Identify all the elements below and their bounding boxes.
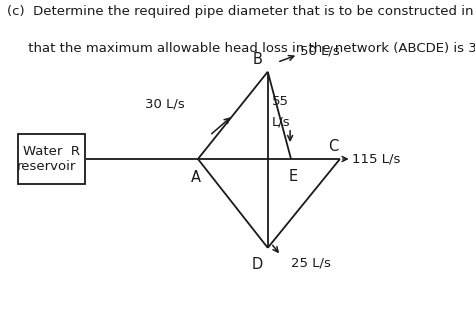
Text: C: C xyxy=(328,139,338,154)
Bar xyxy=(18,134,85,184)
Text: 25 L/s: 25 L/s xyxy=(291,257,331,270)
Text: B: B xyxy=(253,52,263,67)
Text: E: E xyxy=(289,169,298,183)
Text: reservoir: reservoir xyxy=(17,160,76,173)
Text: A: A xyxy=(190,170,200,185)
Text: 30 L/s: 30 L/s xyxy=(145,98,185,111)
Text: 55: 55 xyxy=(272,94,289,107)
Text: D: D xyxy=(252,258,263,273)
Text: (c)  Determine the required pipe diameter that is to be constructed in parallel : (c) Determine the required pipe diameter… xyxy=(7,5,475,18)
Text: L/s: L/s xyxy=(272,115,290,128)
Text: Water  R: Water R xyxy=(23,145,80,158)
Text: 50 L/s: 50 L/s xyxy=(300,45,340,58)
Text: 115 L/s: 115 L/s xyxy=(352,153,400,165)
Text: that the maximum allowable head loss in the network (ABCDE) is 3%.: that the maximum allowable head loss in … xyxy=(7,42,475,55)
